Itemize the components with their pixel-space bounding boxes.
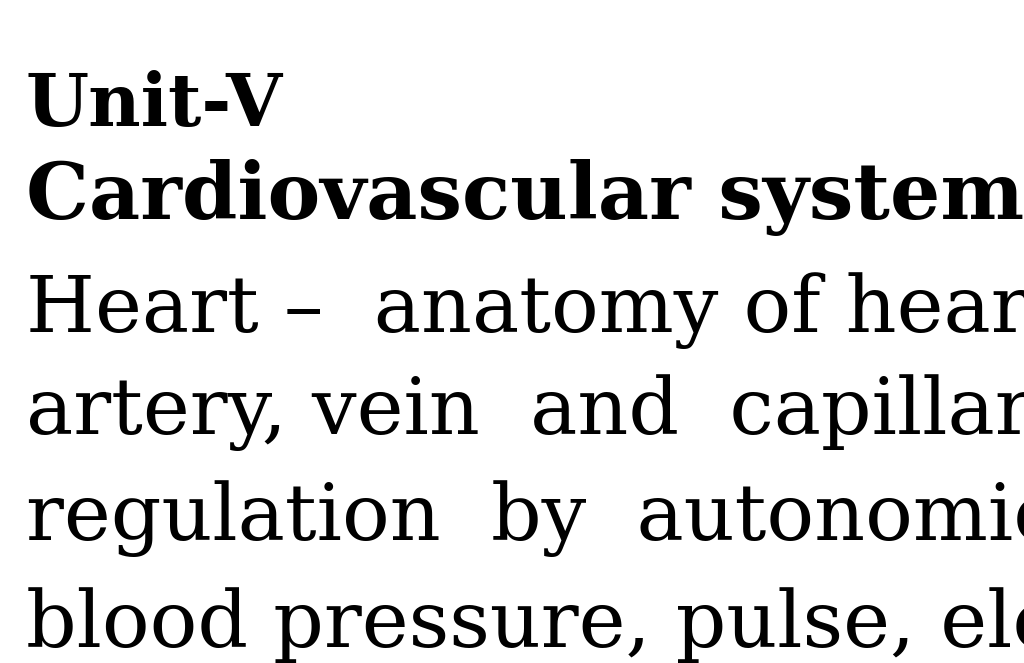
Text: artery, vein  and  capillaries,  e: artery, vein and capillaries, e [26, 375, 1024, 452]
Text: Heart –  anatomy of heart,  bl: Heart – anatomy of heart, bl [26, 272, 1024, 349]
Text: Unit-V: Unit-V [26, 70, 283, 141]
Text: regulation  by  autonomic  nerv: regulation by autonomic nerv [26, 481, 1024, 558]
Text: blood pressure, pulse, electroc: blood pressure, pulse, electroc [26, 587, 1024, 662]
Text: Cardiovascular system: Cardiovascular system [26, 159, 1024, 236]
